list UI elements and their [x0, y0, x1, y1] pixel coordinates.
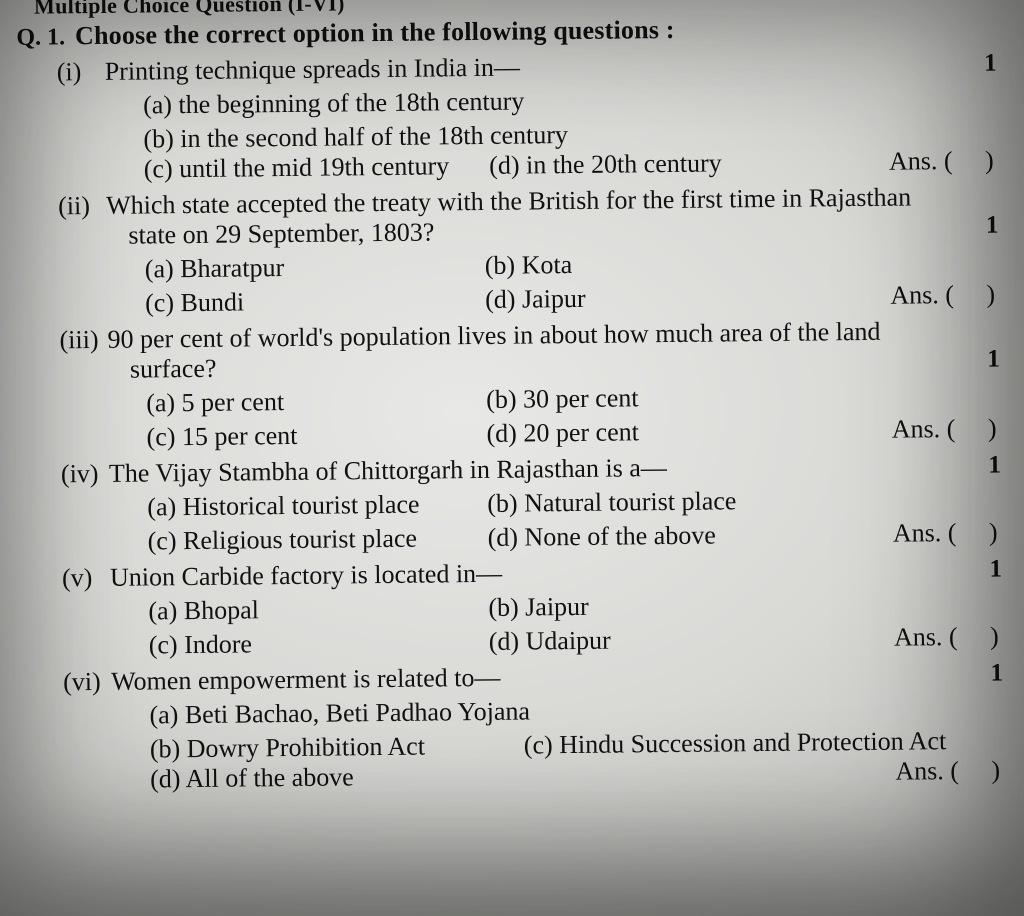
option-a: (a) Historical tourist place	[147, 489, 443, 522]
sub-roman: (iv)	[39, 459, 109, 490]
question-instruction: Choose the correct option in the followi…	[75, 15, 675, 51]
sub-roman: (iii)	[37, 325, 107, 356]
sub-stem: Women empowerment is related to—	[111, 658, 971, 697]
option-c: (c) Religious tourist place	[148, 523, 444, 556]
answer-blank: Ans. ( )	[829, 622, 1003, 654]
sub-marks: 1	[982, 346, 1000, 376]
option-d: (d) Udaipur	[489, 624, 785, 657]
option-d: (d) in the 20th century	[489, 148, 722, 180]
option-c: (c) until the mid 19th century	[144, 151, 450, 184]
answer-blank: Ans. ( )	[827, 518, 1001, 550]
sub-stem-cont: surface?	[130, 354, 217, 385]
sub-marks: 1	[984, 556, 1002, 584]
option-b: (b) Dowry Prohibition Act	[150, 731, 480, 764]
question-number: Q. 1.	[16, 24, 65, 52]
page: Multiple Choice Question (I-VI) Q. 1. Ch…	[0, 0, 1024, 916]
option-d: (d) 20 per cent	[486, 416, 782, 449]
option-d: (d) All of the above	[150, 762, 354, 794]
option-b: (b) Natural tourist place	[487, 486, 783, 519]
answer-blank: Ans. ( )	[826, 414, 1000, 446]
sub-marks: 1	[985, 660, 1003, 688]
sub-roman: (ii)	[36, 191, 106, 222]
answer-blank: Ans. ( )	[830, 756, 1004, 788]
sub-stem: Printing technique spreads in India in—	[105, 48, 965, 87]
sub-stem: The Vijay Stambha of Chittorgarh in Raja…	[109, 450, 969, 489]
option-a: (a) Beti Bachao, Beti Padhao Yojana	[149, 696, 530, 730]
answer-blank: Ans. ( )	[825, 280, 999, 312]
option-a: (a) Bharatpur	[145, 251, 441, 284]
option-c: (c) Indore	[149, 627, 445, 660]
sub-roman: (vi)	[41, 667, 111, 698]
option-a: (a) Bhopal	[148, 593, 444, 626]
option-b: (b) 30 per cent	[486, 382, 782, 415]
sub-marks: 1	[980, 212, 998, 242]
sub-stem: Union Carbide factory is located in—	[110, 554, 970, 593]
option-b: (b) in the second half of the 18th centu…	[143, 120, 568, 154]
option-c: (c) 15 per cent	[146, 419, 442, 452]
option-d: (d) None of the above	[488, 520, 784, 553]
sub-roman: (i)	[35, 57, 105, 88]
sub-stem-cont: state on 29 September, 1803?	[128, 217, 434, 250]
option-d: (d) Jaipur	[485, 282, 781, 315]
sub-marks: 1	[979, 50, 997, 78]
option-b: (b) Jaipur	[488, 590, 784, 623]
option-c: (c) Bundi	[145, 285, 441, 318]
option-b: (b) Kota	[485, 248, 781, 281]
option-a: (a) the beginning of the 18th century	[143, 87, 525, 121]
option-a: (a) 5 per cent	[146, 385, 442, 418]
sub-roman: (v)	[40, 563, 110, 594]
sub-marks: 1	[983, 452, 1001, 480]
answer-blank: Ans. ( )	[824, 146, 998, 178]
